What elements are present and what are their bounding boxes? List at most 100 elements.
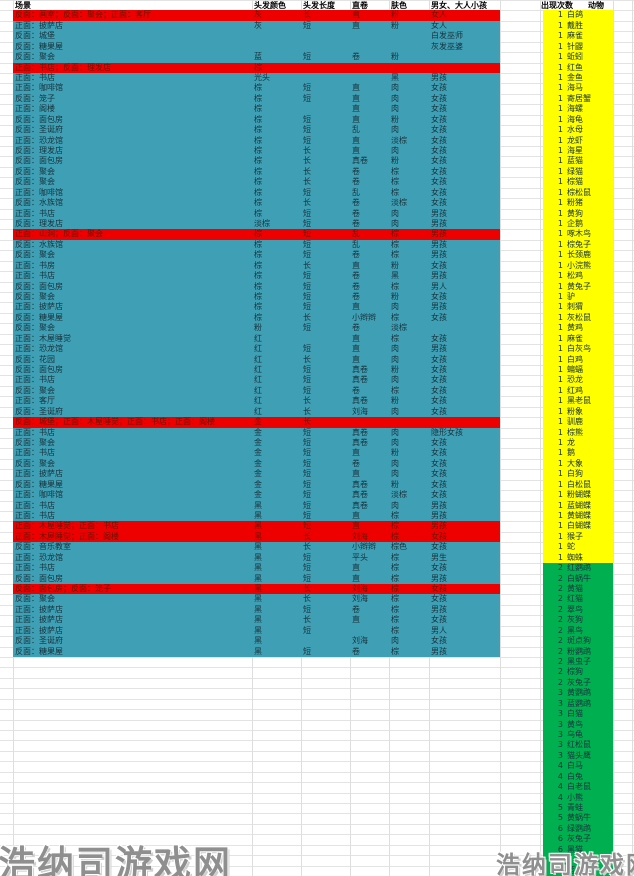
cell-hair-length[interactable]: 长: [303, 531, 311, 541]
table-row[interactable]: [13, 166, 500, 178]
cell-hair-color[interactable]: 棕: [254, 312, 262, 322]
tally-row[interactable]: [543, 312, 613, 324]
cell-hair-color[interactable]: 棕: [254, 146, 262, 155]
cell-scene[interactable]: 正面：书店: [15, 375, 55, 385]
cell-hair-color[interactable]: 棕: [254, 104, 262, 114]
cell-hair-color[interactable]: 棕: [254, 292, 262, 301]
cell-hair-length[interactable]: 长: [303, 146, 311, 155]
cell-hair-color[interactable]: 黑: [254, 636, 262, 646]
cell-hair-length[interactable]: 长: [303, 615, 311, 625]
cell-count[interactable]: 3: [557, 740, 563, 750]
cell-curl[interactable]: 卷: [352, 219, 360, 228]
cell-skin[interactable]: 肉: [391, 208, 399, 218]
cell-animal[interactable]: 黑老鼠: [567, 396, 591, 406]
cell-hair-length[interactable]: 短: [303, 646, 311, 656]
cell-skin[interactable]: 黑: [391, 271, 399, 281]
cell-hair-length[interactable]: 短: [303, 448, 311, 458]
cell-scene[interactable]: 反面：面包房: [15, 573, 63, 583]
tally-row[interactable]: [543, 531, 613, 543]
cell-hair-color[interactable]: 红: [254, 385, 262, 395]
cell-curl[interactable]: 真卷: [352, 365, 368, 374]
cell-hair-color[interactable]: 红: [254, 406, 262, 416]
cell-scene[interactable]: 正面：书店: [15, 500, 55, 510]
cell-hair-color[interactable]: 金: [254, 469, 262, 479]
cell-skin[interactable]: 粉: [391, 448, 399, 458]
cell-curl[interactable]: 直: [352, 20, 360, 30]
cell-scene[interactable]: 正面：书店: [15, 208, 55, 218]
cell-person[interactable]: 女孩: [431, 114, 447, 124]
cell-curl[interactable]: 刘海: [352, 584, 368, 593]
cell-scene[interactable]: 正面：木屋睡觉: [15, 333, 71, 343]
cell-curl[interactable]: 直: [352, 302, 360, 312]
cell-animal[interactable]: 白松鼠: [567, 479, 591, 489]
cell-hair-color[interactable]: 黑: [254, 563, 262, 573]
table-row[interactable]: [13, 146, 500, 157]
cell-hair-length[interactable]: 短: [303, 604, 311, 614]
cell-animal[interactable]: 棕猫: [567, 177, 583, 187]
cell-scene[interactable]: 反面：理发店: [15, 146, 63, 155]
cell-animal[interactable]: 白马: [567, 761, 583, 771]
cell-skin[interactable]: 肉: [391, 375, 399, 385]
cell-count[interactable]: 1: [557, 166, 563, 176]
tally-row[interactable]: [543, 458, 613, 470]
cell-scene[interactable]: 反面：音乐教室: [15, 542, 71, 552]
table-row[interactable]: [13, 312, 500, 324]
cell-scene[interactable]: 正面：书店: [15, 427, 55, 437]
cell-curl[interactable]: 卷: [352, 385, 360, 395]
table-row[interactable]: [13, 93, 500, 105]
cell-person[interactable]: 女孩: [431, 260, 447, 270]
cell-animal[interactable]: 黄鸟: [567, 719, 583, 729]
cell-animal[interactable]: 翠鸟: [567, 604, 583, 614]
cell-curl[interactable]: 直: [352, 344, 360, 354]
cell-count[interactable]: 6: [557, 823, 563, 833]
cell-hair-color[interactable]: 黑: [254, 646, 262, 656]
cell-count[interactable]: 1: [557, 146, 563, 155]
cell-hair-color[interactable]: 棕: [254, 93, 262, 103]
tally-row[interactable]: [543, 604, 613, 616]
tally-row[interactable]: [543, 281, 613, 293]
cell-count[interactable]: 1: [557, 260, 563, 270]
cell-scene[interactable]: 反面：聚会: [15, 292, 55, 301]
cell-animal[interactable]: 红松鼠: [567, 740, 591, 750]
tally-row[interactable]: [543, 239, 613, 251]
cell-person[interactable]: 女孩: [431, 354, 447, 364]
cell-skin[interactable]: 棕: [391, 187, 399, 197]
tally-row[interactable]: [543, 177, 613, 189]
table-row[interactable]: [13, 500, 500, 511]
cell-hair-color[interactable]: 金: [254, 427, 262, 437]
cell-animal[interactable]: 蚯蚓: [567, 52, 583, 62]
cell-count[interactable]: 1: [557, 344, 563, 354]
cell-hair-length[interactable]: 短: [303, 239, 311, 249]
cell-curl[interactable]: 刘海: [352, 531, 368, 541]
cell-person[interactable]: 女孩: [431, 385, 447, 395]
tally-row[interactable]: [543, 719, 613, 731]
cell-count[interactable]: 1: [557, 125, 563, 135]
table-row[interactable]: [13, 302, 500, 313]
table-row[interactable]: [13, 20, 500, 32]
cell-person[interactable]: 女孩: [431, 542, 447, 552]
cell-count[interactable]: 1: [557, 104, 563, 114]
tally-row[interactable]: [543, 302, 613, 314]
tally-row[interactable]: [543, 677, 613, 689]
cell-skin[interactable]: 棕: [391, 646, 399, 656]
tally-row[interactable]: [543, 73, 613, 84]
cell-hair-length[interactable]: 长: [303, 542, 311, 552]
tally-row[interactable]: [543, 198, 613, 210]
cell-animal[interactable]: 白蜗牛: [567, 573, 591, 583]
tally-row[interactable]: [543, 750, 613, 762]
cell-hair-color[interactable]: 棕: [254, 260, 262, 270]
cell-animal[interactable]: 棕松鼠: [567, 187, 591, 197]
table-row[interactable]: [13, 250, 500, 261]
table-row[interactable]: [13, 511, 500, 522]
cell-count[interactable]: 8: [557, 865, 563, 875]
cell-person[interactable]: 女孩: [431, 448, 447, 458]
tally-row[interactable]: [543, 417, 613, 429]
cell-animal[interactable]: 金鱼: [567, 73, 583, 82]
cell-animal[interactable]: 麻雀: [567, 31, 583, 41]
tally-row[interactable]: [543, 406, 613, 418]
cell-curl[interactable]: 卷: [352, 458, 360, 468]
cell-animal[interactable]: 蝙蝠: [567, 365, 583, 374]
cell-animal[interactable]: 长颈鹿: [567, 250, 591, 260]
cell-skin[interactable]: 粉: [391, 20, 399, 30]
tally-row[interactable]: [543, 31, 613, 43]
